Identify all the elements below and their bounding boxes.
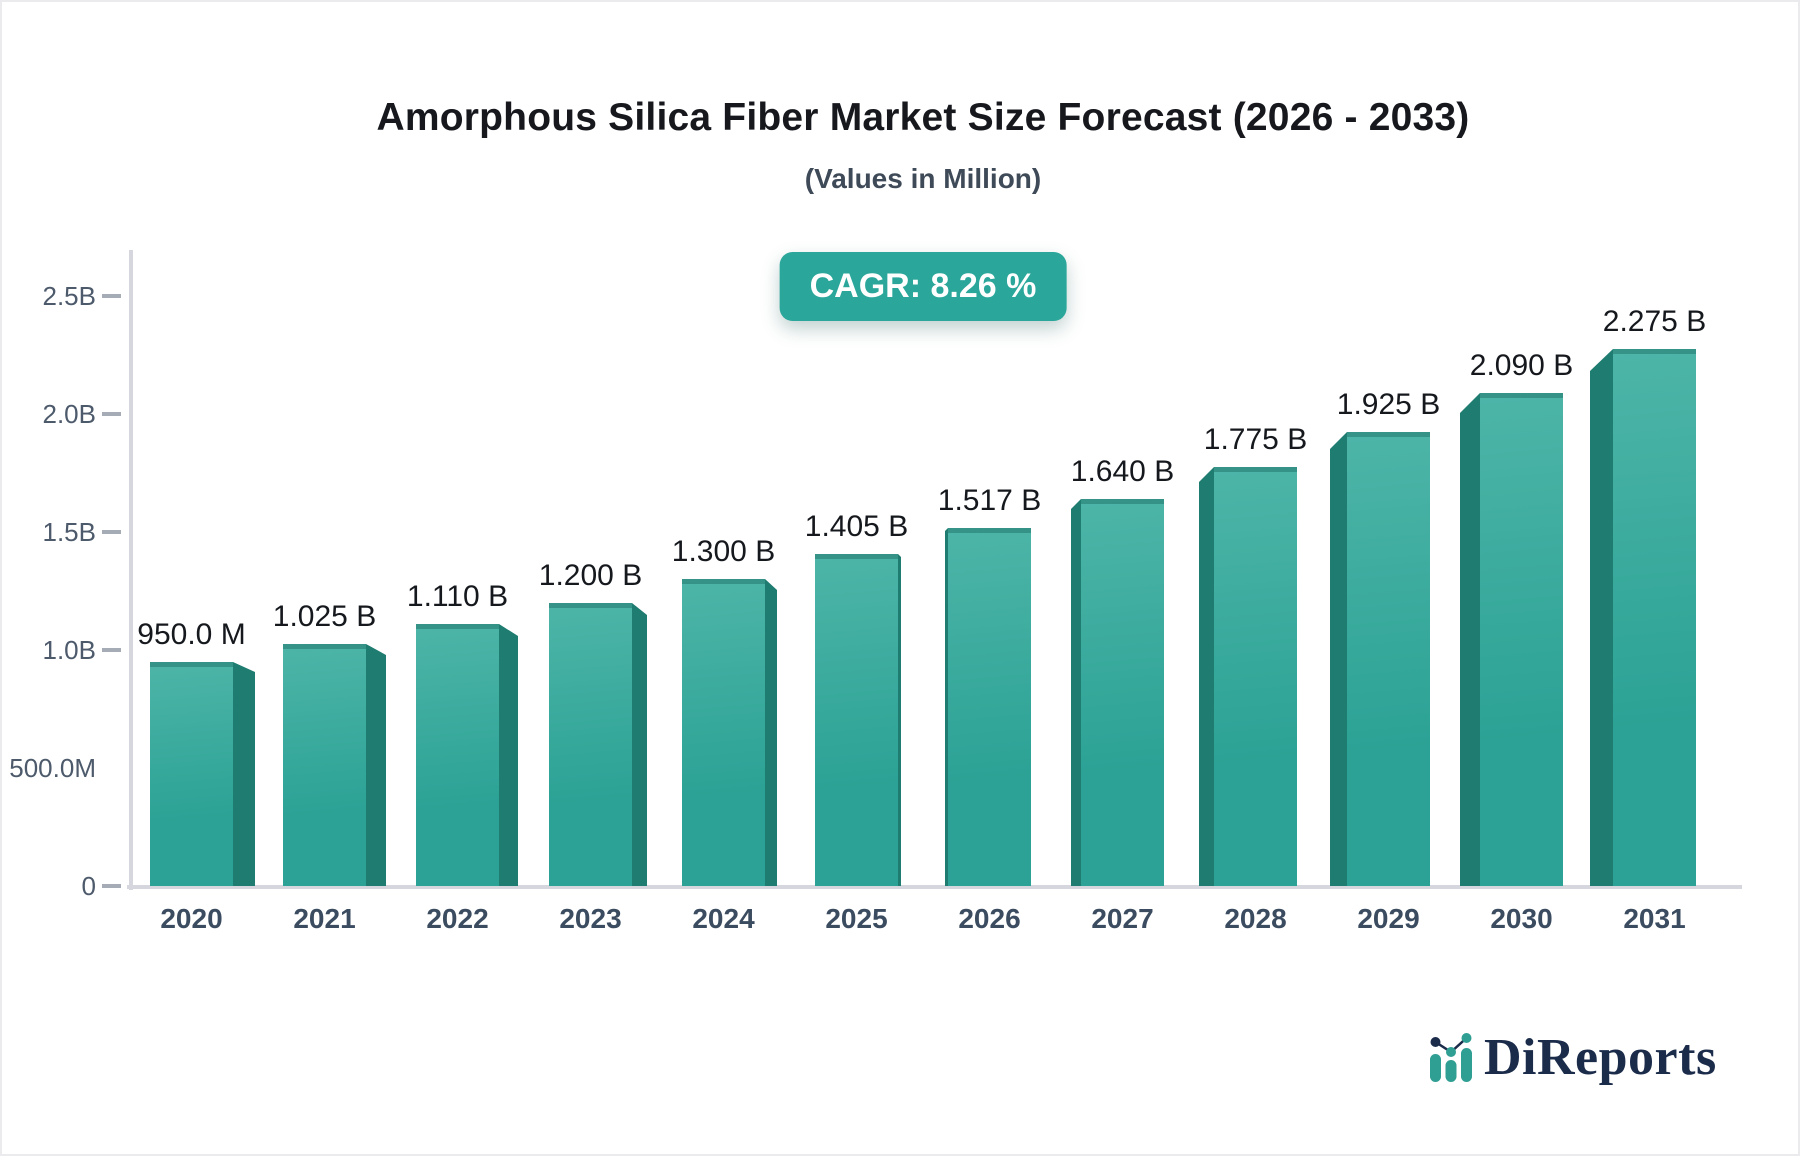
bar-value-label: 1.517 B (937, 484, 1042, 517)
bar-3d-side (1199, 467, 1214, 886)
bar-3d-side (499, 624, 518, 886)
bar (416, 624, 499, 886)
x-axis-label: 2030 (1490, 903, 1553, 934)
x-axis-label: 2024 (692, 903, 755, 934)
bar-3d-side (632, 603, 647, 886)
bar-3d-side (1460, 393, 1480, 886)
bar-top-edge (283, 644, 366, 649)
bar-top-edge (1214, 467, 1297, 472)
bar-top-edge (416, 624, 499, 629)
x-axis-label: 2031 (1623, 903, 1686, 934)
bar (549, 603, 632, 886)
bar-top-edge (1613, 349, 1696, 354)
y-axis-tick-mark (102, 412, 121, 416)
bar-value-label: 1.200 B (538, 559, 643, 592)
x-axis-line (127, 885, 1742, 889)
bar-3d-side (898, 554, 901, 886)
x-axis-label: 2022 (426, 903, 489, 934)
bar-value-label: 950.0 M (137, 618, 246, 651)
bar-top-edge (1347, 432, 1430, 437)
x-axis-label: 2028 (1224, 903, 1287, 934)
bar (1081, 499, 1164, 886)
y-axis-line (129, 250, 133, 890)
y-axis-tick-mark (102, 530, 121, 534)
x-axis-label: 2021 (293, 903, 356, 934)
y-axis-tick-mark (102, 884, 121, 888)
bar-3d-side (233, 662, 255, 886)
bar-value-label: 2.275 B (1602, 305, 1707, 338)
bar-3d-side (366, 644, 386, 886)
chart-title: Amorphous Silica Fiber Market Size Forec… (376, 96, 1470, 139)
bar-top-edge (948, 528, 1031, 533)
x-axis-label: 2025 (825, 903, 888, 934)
bar-3d-side (1071, 499, 1081, 886)
bar-3d-side (945, 528, 948, 886)
bar-value-label: 1.025 B (272, 600, 377, 633)
bar-top-edge (150, 662, 233, 667)
y-axis-tick-label: 2.5B (42, 281, 97, 311)
x-axis-label: 2026 (958, 903, 1021, 934)
bar-value-label: 1.110 B (406, 580, 509, 613)
bar-top-edge (1480, 393, 1563, 398)
chart-subtitle: (Values in Million) (804, 163, 1042, 194)
x-axis-label: 2029 (1357, 903, 1420, 934)
bar (283, 644, 366, 886)
bar-value-label: 1.405 B (804, 510, 909, 543)
x-axis-label: 2023 (559, 903, 622, 934)
bar (1613, 349, 1696, 886)
bar (682, 579, 765, 886)
bar-value-label: 1.775 B (1203, 423, 1308, 456)
bar-3d-side (1330, 432, 1347, 886)
bar (1347, 432, 1430, 886)
bar-value-label: 1.640 B (1070, 455, 1175, 488)
bar-top-edge (815, 554, 898, 559)
y-axis-tick-label: 1.5B (42, 517, 97, 547)
bar-value-label: 1.300 B (671, 535, 776, 568)
bar-3d-side (765, 579, 777, 886)
y-axis-tick-label: 1.0B (42, 635, 97, 665)
bar (1480, 393, 1563, 886)
logo-text: DiReports (1484, 1029, 1717, 1086)
cagr-badge: CAGR: 8.26 % (779, 252, 1067, 321)
y-axis-tick-label: 2.0B (42, 399, 97, 429)
y-axis-tick-mark (102, 294, 121, 298)
y-axis-tick-label: 0 (81, 871, 96, 901)
mini-bar-chart-icon (1430, 1033, 1472, 1082)
x-axis-label: 2020 (160, 903, 223, 934)
y-axis-tick-label: 500.0M (9, 753, 96, 783)
bar (1214, 467, 1297, 886)
bar (948, 528, 1031, 886)
bar-value-label: 2.090 B (1469, 349, 1574, 382)
y-axis-tick-mark (102, 648, 121, 652)
bar-top-edge (549, 603, 632, 608)
x-axis-label: 2027 (1091, 903, 1154, 934)
bar-top-edge (682, 579, 765, 584)
bar-top-edge (1081, 499, 1164, 504)
logo: DiReports (1428, 1030, 1717, 1086)
bar-3d-side (1590, 349, 1613, 886)
bar (815, 554, 898, 886)
bar (150, 662, 233, 886)
bar-value-label: 1.925 B (1336, 388, 1441, 421)
